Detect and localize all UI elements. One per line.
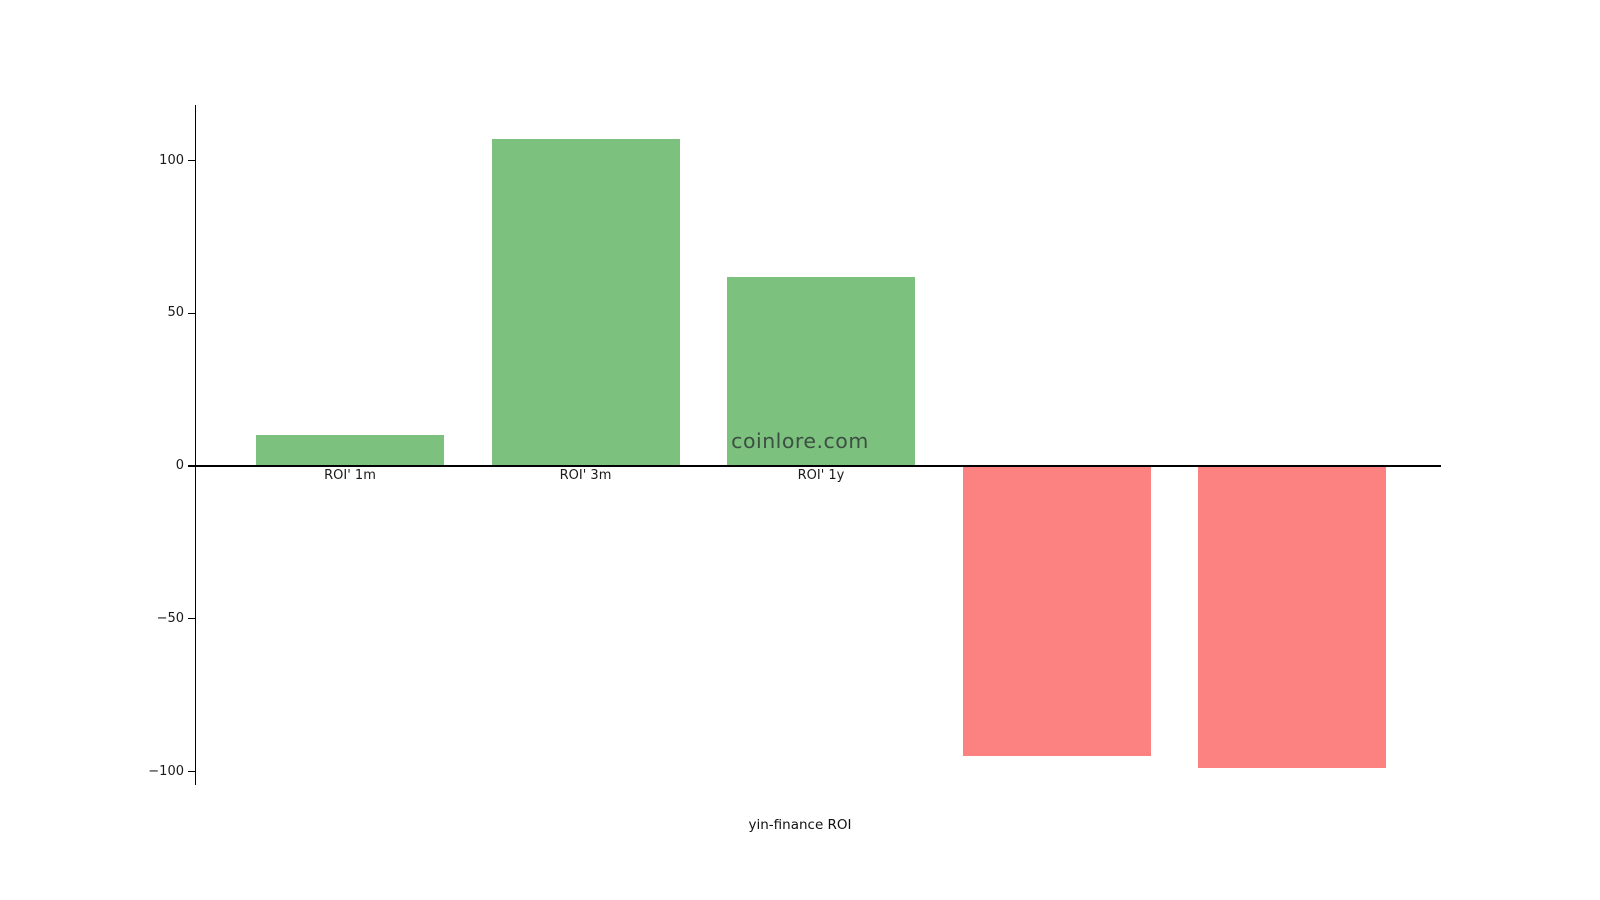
- y-tick-mark: [188, 312, 196, 314]
- x-tick-label: ROI' 3m: [559, 468, 612, 483]
- y-tick-label: −100: [148, 763, 184, 779]
- bar-ROI' 1y: [727, 276, 915, 466]
- y-tick-label: 100: [159, 152, 184, 168]
- y-tick-mark: [188, 159, 196, 162]
- x-tick-label: ROI' 1y: [797, 468, 845, 483]
- bar-ROI' 3m: [491, 139, 680, 466]
- x-axis-zero-line: [195, 465, 1441, 467]
- bar-unlabeled-4: [962, 466, 1151, 757]
- bar-ROI' 1m: [256, 435, 444, 466]
- chart-title: yin-finance ROI: [748, 817, 852, 833]
- y-tick-label: 0: [175, 458, 184, 473]
- y-tick-label: −50: [156, 610, 184, 626]
- bar-unlabeled-5: [1198, 466, 1386, 769]
- y-tick-mark: [188, 618, 196, 620]
- watermark-text: coinlore.com: [731, 429, 869, 453]
- y-tick-mark: [188, 465, 196, 467]
- y-axis-line: [195, 105, 197, 785]
- y-tick-mark: [188, 770, 196, 773]
- y-tick-label: 50: [167, 305, 184, 321]
- x-tick-label: ROI' 1m: [324, 468, 376, 483]
